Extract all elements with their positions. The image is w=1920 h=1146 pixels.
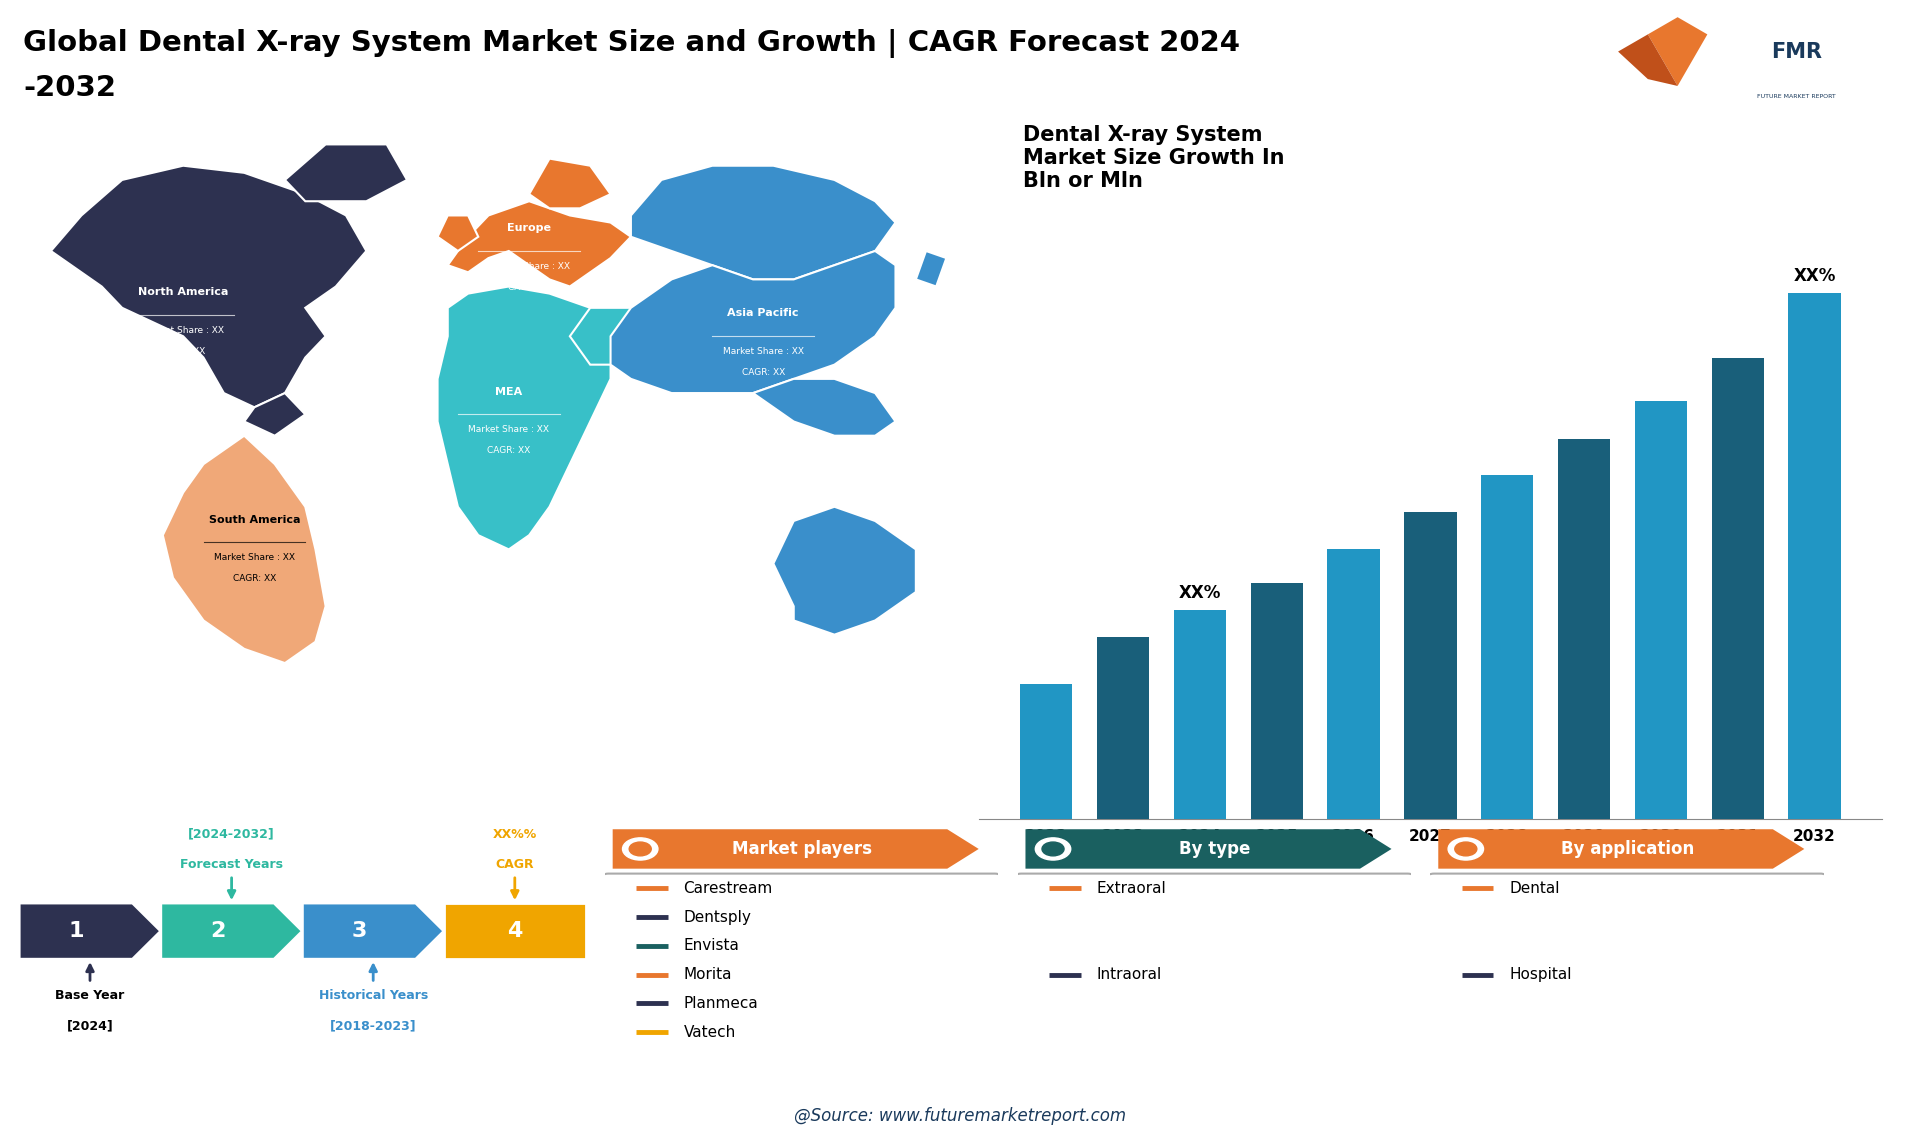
Polygon shape	[301, 903, 444, 959]
Text: Market Share : XX: Market Share : XX	[142, 325, 223, 335]
Polygon shape	[774, 507, 916, 635]
FancyBboxPatch shape	[601, 873, 1002, 1068]
Text: FMR: FMR	[1770, 41, 1822, 62]
Circle shape	[1448, 838, 1484, 860]
Polygon shape	[632, 166, 895, 280]
Text: CAGR: CAGR	[495, 858, 534, 871]
Polygon shape	[447, 202, 632, 286]
Text: Historical Years: Historical Years	[319, 989, 428, 1003]
FancyBboxPatch shape	[1427, 873, 1828, 1068]
Text: Envista: Envista	[684, 939, 739, 953]
Text: XX%%: XX%%	[493, 827, 538, 841]
Text: Base Year: Base Year	[56, 989, 125, 1003]
Polygon shape	[753, 379, 895, 435]
Text: 1: 1	[67, 921, 84, 941]
Polygon shape	[612, 830, 979, 869]
Text: Market Share : XX: Market Share : XX	[490, 261, 570, 270]
Text: CAGR: XX: CAGR: XX	[741, 368, 785, 377]
Polygon shape	[1619, 34, 1678, 86]
Text: MEA: MEA	[495, 386, 522, 397]
Bar	[1711, 358, 1764, 819]
Text: @Source: www.futuremarketreport.com: @Source: www.futuremarketreport.com	[795, 1107, 1125, 1125]
Bar	[1480, 476, 1534, 819]
Circle shape	[622, 838, 659, 860]
Text: South America: South America	[209, 515, 300, 525]
Text: Dentsply: Dentsply	[684, 910, 751, 925]
Text: CAGR: XX: CAGR: XX	[488, 446, 530, 455]
Text: Dental: Dental	[1509, 881, 1559, 896]
Text: Intraoral: Intraoral	[1096, 967, 1162, 982]
Text: Market Share : XX: Market Share : XX	[213, 552, 296, 562]
Text: 2: 2	[209, 921, 225, 941]
Polygon shape	[570, 308, 651, 364]
Text: XX%: XX%	[1179, 584, 1221, 602]
Text: Europe: Europe	[507, 223, 551, 233]
Polygon shape	[284, 144, 407, 202]
Text: Hospital: Hospital	[1509, 967, 1572, 982]
Polygon shape	[244, 393, 305, 435]
Bar	[1327, 549, 1380, 819]
Polygon shape	[1025, 830, 1392, 869]
Text: By type: By type	[1179, 840, 1250, 858]
Text: Vatech: Vatech	[684, 1025, 735, 1039]
Text: Dental X-ray System
Market Size Growth In
Bln or Mln: Dental X-ray System Market Size Growth I…	[1023, 125, 1284, 191]
Text: -2032: -2032	[23, 74, 115, 102]
Circle shape	[1043, 842, 1064, 856]
Text: Asia Pacific: Asia Pacific	[728, 308, 799, 319]
Polygon shape	[916, 251, 947, 286]
Text: Morita: Morita	[684, 967, 732, 982]
FancyBboxPatch shape	[1014, 873, 1415, 1068]
Circle shape	[1455, 842, 1476, 856]
Polygon shape	[530, 158, 611, 209]
Polygon shape	[19, 903, 161, 959]
Text: Forecast Years: Forecast Years	[180, 858, 282, 871]
Text: Carestream: Carestream	[684, 881, 772, 896]
Bar	[1250, 583, 1304, 819]
Text: Extraoral: Extraoral	[1096, 881, 1165, 896]
Polygon shape	[444, 903, 586, 959]
Text: [2024]: [2024]	[67, 1020, 113, 1033]
Text: Market players: Market players	[732, 840, 872, 858]
Text: 3: 3	[351, 921, 367, 941]
Text: Global Dental X-ray System Market Size and Growth | CAGR Forecast 2024: Global Dental X-ray System Market Size a…	[23, 29, 1240, 57]
Polygon shape	[161, 903, 301, 959]
Text: North America: North America	[138, 288, 228, 297]
Bar	[1404, 512, 1457, 819]
Polygon shape	[163, 435, 326, 664]
Bar	[1788, 293, 1841, 819]
Text: XX%: XX%	[1793, 267, 1836, 285]
Text: [2018-2023]: [2018-2023]	[330, 1020, 417, 1033]
Text: By application: By application	[1561, 840, 1693, 858]
Polygon shape	[1647, 17, 1707, 86]
Polygon shape	[438, 215, 478, 251]
Text: 4: 4	[507, 921, 522, 941]
Polygon shape	[1438, 830, 1805, 869]
Polygon shape	[50, 166, 367, 407]
Circle shape	[630, 842, 651, 856]
Text: CAGR: XX: CAGR: XX	[507, 283, 551, 292]
Bar	[1096, 637, 1150, 819]
Bar	[1173, 610, 1227, 819]
Text: CAGR: XX: CAGR: XX	[232, 574, 276, 583]
Text: CAGR: XX: CAGR: XX	[161, 347, 205, 356]
Text: Market Share : XX: Market Share : XX	[722, 347, 804, 356]
Text: FUTURE MARKET REPORT: FUTURE MARKET REPORT	[1757, 94, 1836, 99]
Polygon shape	[611, 251, 895, 393]
Text: Market Share : XX: Market Share : XX	[468, 425, 549, 434]
Bar	[1634, 401, 1688, 819]
FancyBboxPatch shape	[1599, 14, 1905, 124]
Bar	[1020, 684, 1073, 819]
Text: Planmeca: Planmeca	[684, 996, 758, 1011]
Polygon shape	[438, 286, 611, 549]
Bar	[1557, 439, 1611, 819]
Circle shape	[1035, 838, 1071, 860]
Text: [2024-2032]: [2024-2032]	[188, 827, 275, 841]
